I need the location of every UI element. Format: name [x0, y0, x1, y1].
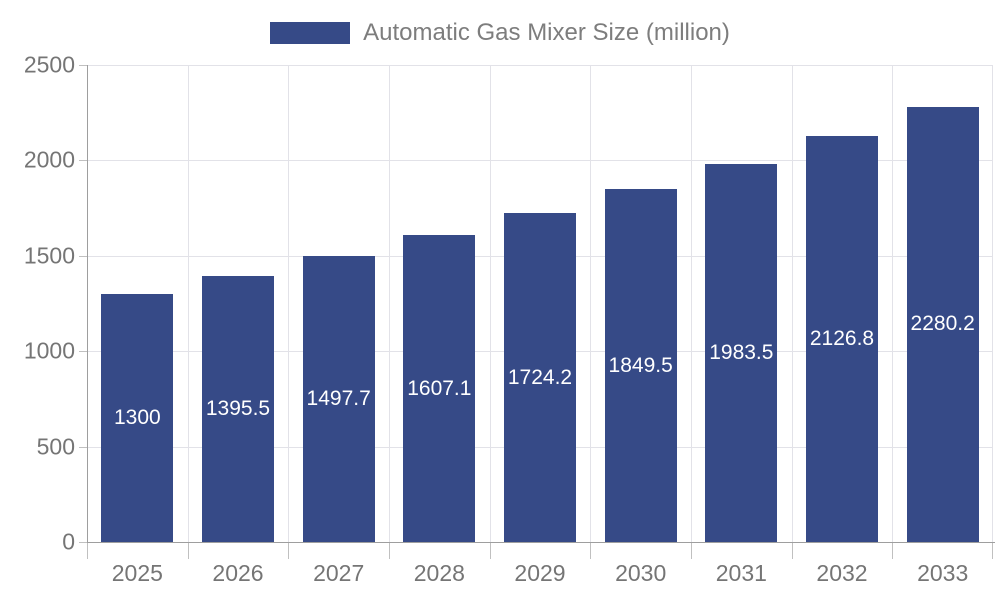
vertical-grid-line — [892, 65, 894, 542]
bar-value-label: 2126.8 — [809, 327, 875, 351]
x-axis-tick — [389, 543, 390, 559]
vertical-grid-line — [691, 65, 692, 542]
y-tick-label: 0 — [62, 528, 75, 555]
bar-2027: 1497.7 — [302, 256, 375, 542]
x-axis-line — [87, 542, 995, 543]
x-axis-tick — [791, 543, 793, 559]
vertical-grid-line — [791, 65, 793, 542]
bar-2026: 1395.5 — [202, 275, 274, 542]
bar-2028: 1607.1 — [403, 235, 476, 542]
x-axis-tick — [691, 543, 692, 559]
y-axis-tick — [79, 65, 87, 66]
horizontal-grid-line — [87, 65, 993, 66]
x-axis-tick — [187, 543, 189, 559]
y-axis-tick — [79, 351, 87, 353]
x-axis-tick — [489, 543, 491, 559]
horizontal-grid-line — [87, 160, 993, 162]
y-axis-tick — [79, 255, 87, 257]
vertical-grid-line — [992, 65, 993, 542]
x-tick-label: 2032 — [816, 560, 868, 586]
x-axis-tick — [992, 543, 993, 559]
x-axis-tick — [288, 543, 290, 559]
bar-value-label: 1497.7 — [306, 387, 371, 411]
y-tick-label: 2000 — [23, 146, 75, 173]
vertical-grid-line — [389, 65, 390, 542]
bar-value-label: 1395.5 — [205, 396, 271, 420]
legend[interactable]: Automatic Gas Mixer Size (million) — [0, 20, 1000, 46]
legend-swatch-icon[interactable] — [270, 22, 351, 44]
x-tick-label: 2031 — [715, 560, 767, 586]
vertical-grid-line — [590, 65, 592, 542]
vertical-grid-line — [288, 65, 290, 542]
y-axis-tick — [79, 542, 87, 543]
y-tick-label: 1000 — [23, 337, 75, 364]
x-tick-label: 2028 — [413, 560, 465, 586]
x-axis-tick — [892, 543, 894, 559]
vertical-grid-line — [489, 65, 491, 542]
bar-2031: 1983.5 — [705, 163, 778, 542]
bar-2033: 2280.2 — [906, 106, 979, 542]
x-tick-label: 2033 — [917, 560, 969, 586]
bar-value-label: 1849.5 — [608, 353, 673, 377]
x-tick-label: 2026 — [212, 560, 264, 586]
plot-area: 1300 1395.5 1497.7 1607.1 1724.2 1849.5 1983.5… — [87, 65, 993, 542]
y-axis-line — [87, 65, 88, 542]
y-tick-label: 500 — [36, 433, 75, 460]
x-tick-label: 2029 — [514, 560, 566, 586]
x-tick-label: 2025 — [111, 560, 163, 586]
bar-value-label: 1300 — [113, 405, 161, 429]
bar-2025: 1300 — [101, 293, 174, 542]
bar-value-label: 1983.5 — [709, 340, 774, 364]
y-axis-tick — [79, 446, 87, 448]
bar-2032: 2126.8 — [806, 136, 878, 542]
y-tick-label: 2500 — [23, 51, 75, 78]
x-axis-tick — [87, 543, 88, 559]
y-tick-label: 1500 — [23, 242, 75, 269]
bar-value-label: 1607.1 — [407, 376, 472, 400]
legend-label: Automatic Gas Mixer Size (million) — [363, 19, 730, 46]
bar-2029: 1724.2 — [504, 213, 576, 542]
x-tick-label: 2030 — [615, 560, 667, 586]
x-tick-label: 2027 — [313, 560, 365, 586]
vertical-grid-line — [187, 65, 189, 542]
x-axis-tick — [590, 543, 592, 559]
y-axis-tick — [79, 160, 87, 162]
bar-2030: 1849.5 — [604, 189, 677, 542]
bar-value-label: 1724.2 — [507, 365, 573, 389]
bar-value-label: 2280.2 — [910, 312, 975, 336]
